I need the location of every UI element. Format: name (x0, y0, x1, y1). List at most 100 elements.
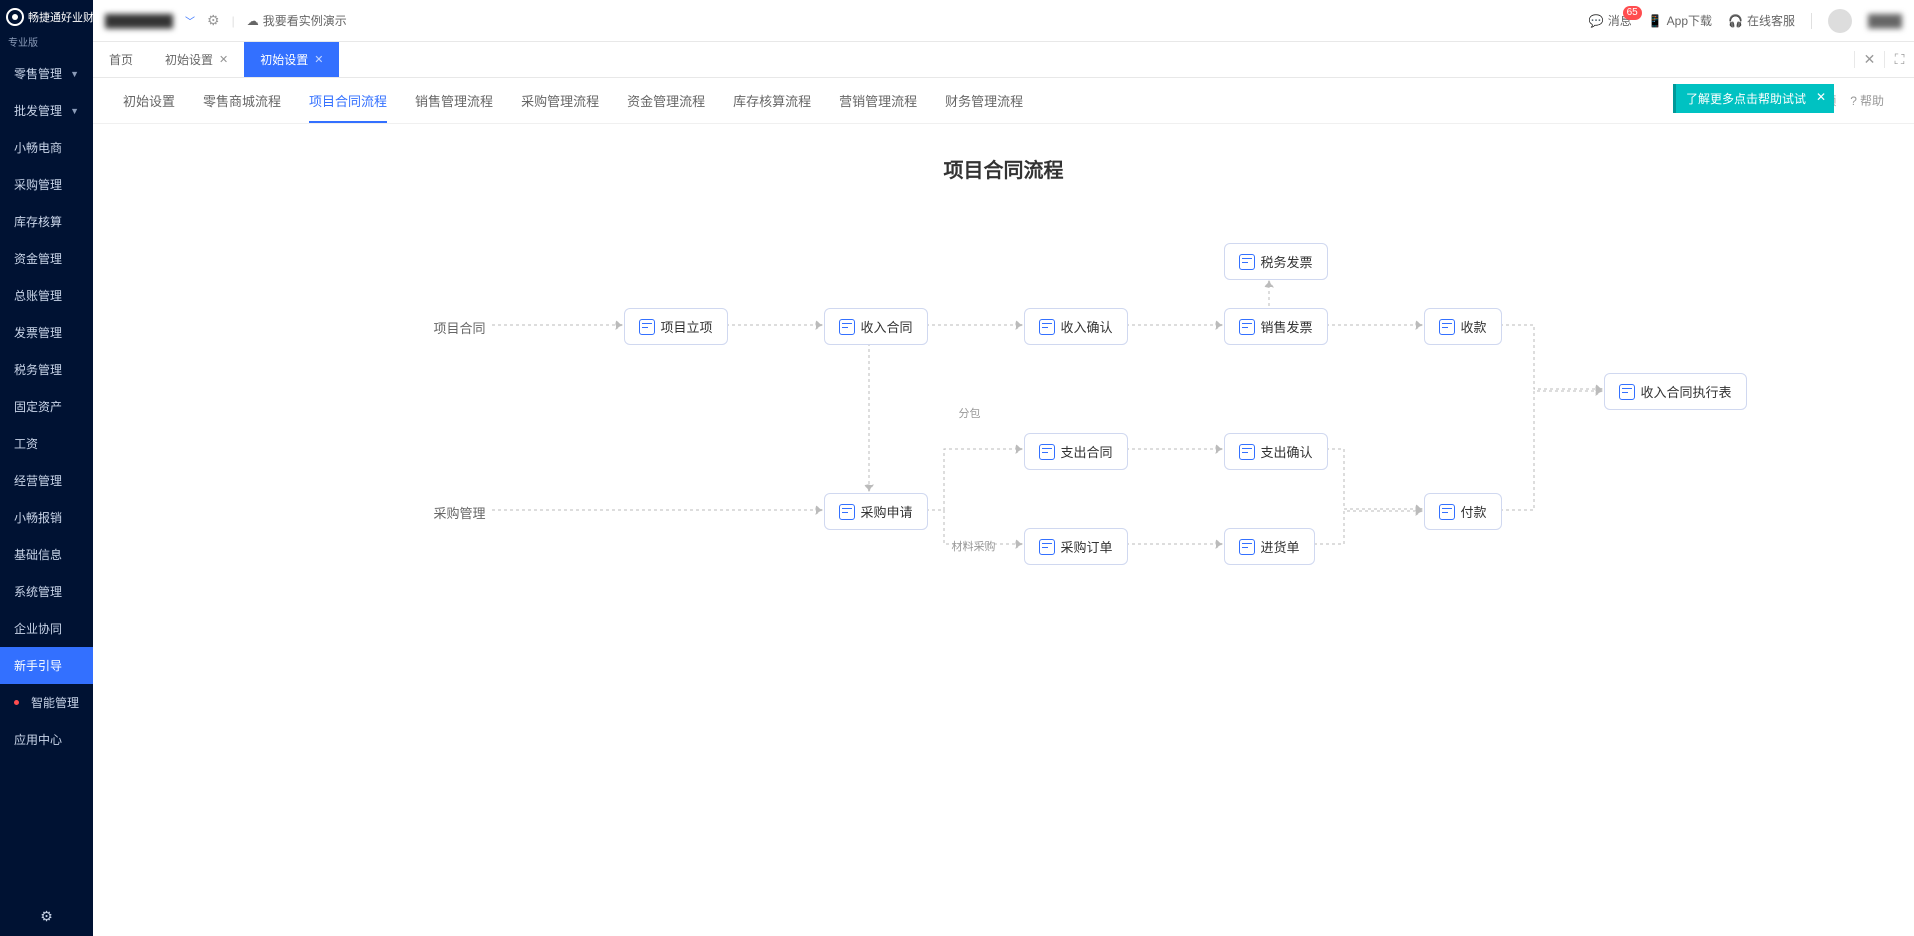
close-icon[interactable]: ✕ (314, 53, 323, 66)
subnav-item[interactable]: 营销管理流程 (839, 79, 917, 122)
subnav-item[interactable]: 采购管理流程 (521, 79, 599, 122)
document-icon (1239, 539, 1255, 555)
tab[interactable]: 初始设置 ✕ (149, 42, 244, 77)
messages-button[interactable]: 💬 消息 65 (1589, 12, 1632, 29)
user-name[interactable]: ████ (1868, 14, 1902, 28)
sidebar-item-label: 新手引导 (14, 657, 62, 674)
app-download-label: App下载 (1667, 12, 1712, 29)
notification-dot-icon (14, 700, 19, 705)
sidebar-item[interactable]: 应用中心 (0, 721, 93, 758)
sidebar-item[interactable]: 税务管理 (0, 351, 93, 388)
app-download-button[interactable]: 📱 App下载 (1648, 12, 1712, 29)
subnav-item[interactable]: 初始设置 (123, 79, 175, 122)
subnav-item[interactable]: 资金管理流程 (627, 79, 705, 122)
flow-node-label: 税务发票 (1261, 252, 1313, 271)
tabs-container: 首页初始设置✕初始设置✕ (93, 42, 339, 77)
sidebar-item[interactable]: 批发管理 ▼ (0, 92, 93, 129)
flow-node[interactable]: 付款 (1424, 493, 1502, 530)
flow-node[interactable]: 进货单 (1224, 528, 1315, 565)
flow-node[interactable]: 税务发票 (1224, 243, 1328, 280)
message-icon: 💬 (1589, 14, 1604, 28)
help-icon: ? (1850, 94, 1857, 108)
close-icon[interactable]: ✕ (1816, 90, 1826, 104)
close-all-tabs-button[interactable]: ✕ (1854, 51, 1884, 68)
sidebar-item-label: 税务管理 (14, 361, 62, 378)
messages-badge: 65 (1623, 6, 1642, 20)
flow-node-label: 支出确认 (1261, 442, 1313, 461)
fullscreen-button[interactable]: ⛶ (1884, 51, 1914, 68)
sidebar-item-label: 小畅报销 (14, 509, 62, 526)
sidebar-item[interactable]: 系统管理 (0, 573, 93, 610)
sidebar-item[interactable]: 新手引导 (0, 647, 93, 684)
sidebar-item-label: 智能管理 (31, 694, 79, 711)
flow-node[interactable]: 支出确认 (1224, 433, 1328, 470)
sidebar-item-label: 批发管理 (14, 102, 62, 119)
avatar[interactable] (1828, 9, 1852, 33)
gear-icon[interactable]: ⚙ (207, 12, 220, 29)
flow-node[interactable]: 收款 (1424, 308, 1502, 345)
sidebar-item-label: 总账管理 (14, 287, 62, 304)
divider (1811, 13, 1812, 29)
online-service-button[interactable]: 🎧 在线客服 (1728, 12, 1795, 29)
chevron-down-icon: ▼ (70, 69, 79, 79)
close-icon[interactable]: ✕ (219, 53, 228, 66)
help-tooltip[interactable]: 了解更多点击帮助试试 ✕ (1673, 84, 1834, 113)
sidebar-item[interactable]: 采购管理 (0, 166, 93, 203)
tab[interactable]: 首页 (93, 42, 149, 77)
sidebar: 畅捷通好业财 专业版 零售管理▼批发管理▼小畅电商采购管理库存核算资金管理总账管… (0, 0, 93, 936)
subnav-item[interactable]: 零售商城流程 (203, 79, 281, 122)
sidebar-item[interactable]: 固定资产 (0, 388, 93, 425)
flow-node[interactable]: 支出合同 (1024, 433, 1128, 470)
sidebar-item[interactable]: 总账管理 (0, 277, 93, 314)
settings-icon[interactable]: ⚙ (40, 908, 53, 924)
document-icon (1039, 444, 1055, 460)
sidebar-item[interactable]: 零售管理▼ (0, 55, 93, 92)
chevron-down-icon[interactable]: ﹀ (185, 13, 195, 28)
subnav-item[interactable]: 财务管理流程 (945, 79, 1023, 122)
topbar-right: 💬 消息 65 📱 App下载 🎧 在线客服 ████ (1589, 9, 1902, 33)
demo-link[interactable]: ☁ 我要看实例演示 (247, 12, 347, 29)
flow-node[interactable]: 收入合同 (824, 308, 928, 345)
flow-node[interactable]: 收入确认 (1024, 308, 1128, 345)
flow-edge-label: 分包 (959, 405, 981, 421)
flow-node[interactable]: 收入合同执行表 (1604, 373, 1747, 410)
flow-node-label: 付款 (1461, 502, 1487, 521)
sidebar-item-label: 采购管理 (14, 176, 62, 193)
sidebar-item[interactable]: 智能管理 (0, 684, 93, 721)
flow-node-label: 收入合同执行表 (1641, 382, 1732, 401)
sidebar-item[interactable]: 库存核算 (0, 203, 93, 240)
flow-node[interactable]: 销售发票 (1224, 308, 1328, 345)
flow-node-label: 收入确认 (1061, 317, 1113, 336)
help-tooltip-text: 了解更多点击帮助试试 (1686, 92, 1806, 106)
sidebar-item[interactable]: 发票管理 (0, 314, 93, 351)
subnav-item[interactable]: 库存核算流程 (733, 79, 811, 122)
help-link[interactable]: ? 帮助 (1850, 92, 1884, 109)
logo[interactable]: 畅捷通好业财 (0, 0, 93, 34)
sidebar-item-label: 发票管理 (14, 324, 62, 341)
flow-node[interactable]: 采购订单 (1024, 528, 1128, 565)
main: ████████ ﹀ ⚙ | ☁ 我要看实例演示 💬 消息 65 📱 App下载 (93, 0, 1914, 936)
subnav-item[interactable]: 项目合同流程 (309, 79, 387, 122)
tab-label: 初始设置 (165, 51, 213, 68)
sidebar-item-label: 小畅电商 (14, 139, 62, 156)
mobile-icon: 📱 (1648, 14, 1663, 28)
flow-node[interactable]: 采购申请 (824, 493, 928, 530)
tabs-row: 首页初始设置✕初始设置✕ ✕ ⛶ (93, 42, 1914, 78)
sidebar-item[interactable]: 经营管理 (0, 462, 93, 499)
sidebar-item[interactable]: 小畅报销 (0, 499, 93, 536)
sidebar-item[interactable]: 企业协同 (0, 610, 93, 647)
flow-title: 项目合同流程 (123, 154, 1884, 183)
chevron-down-icon: ▼ (70, 106, 79, 116)
subnav-wrap: 初始设置零售商城流程项目合同流程销售管理流程采购管理流程资金管理流程库存核算流程… (93, 78, 1914, 124)
org-selector[interactable]: ████████ (105, 14, 173, 28)
tab[interactable]: 初始设置✕ (244, 42, 339, 77)
flow-node-label: 进货单 (1261, 537, 1300, 556)
sidebar-item[interactable]: 基础信息 (0, 536, 93, 573)
headset-icon: 🎧 (1728, 14, 1743, 28)
sidebar-item[interactable]: 工资 (0, 425, 93, 462)
sidebar-item[interactable]: 资金管理 (0, 240, 93, 277)
subnav-item[interactable]: 销售管理流程 (415, 79, 493, 122)
flow-node[interactable]: 项目立项 (624, 308, 728, 345)
flow-connectors (334, 233, 1674, 613)
sidebar-item[interactable]: 小畅电商 (0, 129, 93, 166)
